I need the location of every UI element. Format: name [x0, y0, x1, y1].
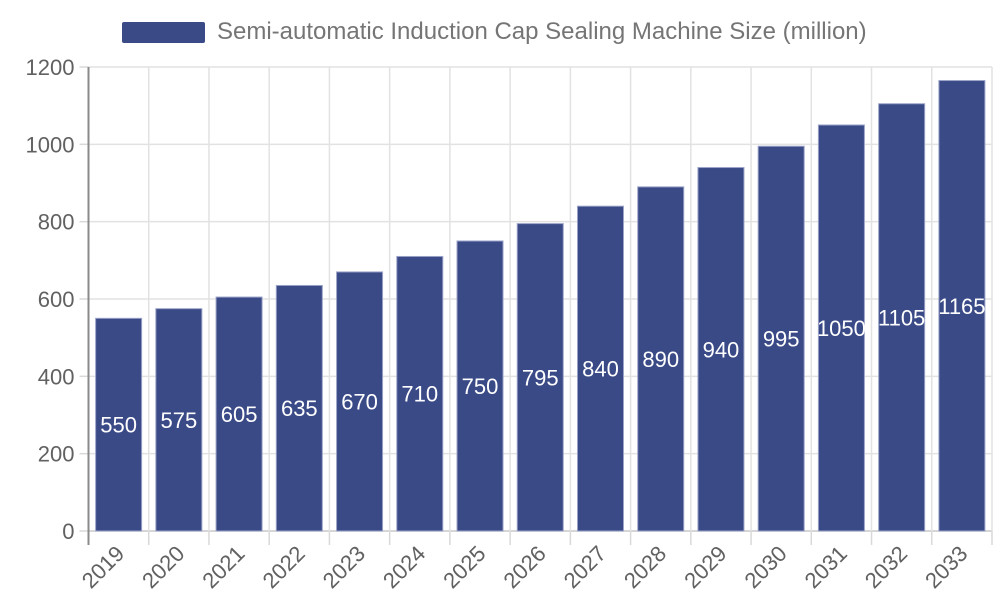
bar-value-label: 1105 [878, 305, 925, 330]
legend-label[interactable]: Semi-automatic Induction Cap Sealing Mac… [217, 18, 867, 45]
y-tick-label: 800 [38, 210, 75, 235]
bar[interactable] [215, 296, 263, 532]
bar[interactable] [938, 80, 986, 532]
bar[interactable] [817, 124, 865, 532]
y-tick-label: 0 [62, 519, 74, 544]
bar-value-label: 795 [522, 365, 559, 390]
bar[interactable] [336, 271, 384, 532]
bar[interactable] [576, 205, 624, 532]
x-tick-label: 2024 [378, 541, 430, 593]
x-tick-label: 2032 [860, 541, 912, 593]
y-tick-label: 400 [38, 364, 75, 389]
bar-value-label: 635 [281, 396, 318, 421]
x-tick-label: 2025 [438, 541, 490, 593]
x-tick-label: 2026 [498, 541, 550, 593]
bar[interactable] [456, 240, 504, 532]
bar-value-label: 710 [401, 382, 438, 407]
bar-value-label: 940 [703, 337, 740, 362]
bar-value-label: 605 [221, 402, 258, 427]
y-tick-label: 200 [38, 442, 75, 467]
bar[interactable] [155, 308, 203, 532]
bar[interactable] [637, 186, 685, 532]
bar-value-label: 750 [462, 374, 499, 399]
bar[interactable] [757, 145, 805, 532]
y-tick-label: 1000 [26, 132, 75, 157]
bar[interactable] [275, 284, 323, 532]
bar[interactable] [396, 255, 444, 532]
x-tick-label: 2020 [137, 541, 189, 593]
y-tick-label: 1200 [26, 55, 75, 80]
y-tick-label: 600 [38, 287, 75, 312]
x-tick-label: 2023 [318, 541, 370, 593]
bar-value-label: 840 [582, 357, 619, 382]
x-tick-label: 2021 [197, 541, 249, 593]
bar[interactable] [95, 317, 143, 532]
x-tick-label: 2029 [679, 541, 731, 593]
bar-value-label: 575 [160, 408, 197, 433]
bar-value-label: 670 [341, 389, 378, 414]
bar-value-label: 550 [100, 413, 137, 438]
bar-value-label: 1165 [938, 294, 985, 319]
x-tick-label: 2019 [77, 541, 129, 593]
x-tick-label: 2027 [559, 541, 611, 593]
x-tick-label: 2033 [920, 541, 972, 593]
bar-value-label: 995 [763, 327, 800, 352]
legend-swatch-icon[interactable] [122, 21, 205, 43]
bar[interactable] [878, 103, 926, 532]
bar[interactable] [516, 223, 564, 532]
bar[interactable] [697, 167, 745, 532]
x-tick-label: 2030 [739, 541, 791, 593]
x-tick-label: 2028 [619, 541, 671, 593]
x-tick-label: 2031 [800, 541, 852, 593]
bar-value-label: 890 [642, 347, 679, 372]
x-tick-label: 2022 [258, 541, 310, 593]
legend[interactable]: Semi-automatic Induction Cap Sealing Mac… [122, 18, 867, 46]
bar-value-label: 1050 [817, 316, 866, 341]
